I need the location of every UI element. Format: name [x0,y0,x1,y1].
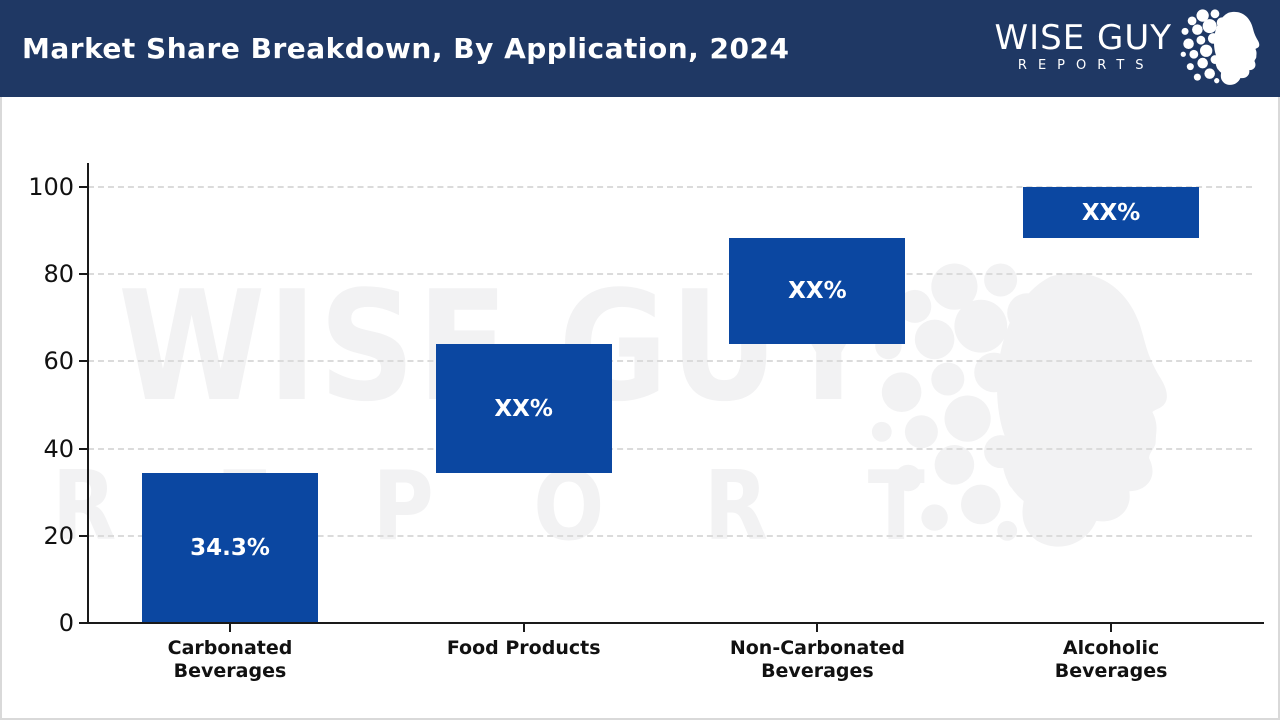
y-tick-100 [79,186,88,188]
y-tick-label-40: 40 [43,434,74,463]
category-label-line: Beverages [173,660,287,682]
category-label-carbonated-beverages: Carbonated Beverages [100,637,360,683]
category-label-food-products: Food Products [394,637,654,660]
y-tick-40 [79,447,88,450]
y-tick-0 [79,622,88,624]
y-tick-label-0: 0 [58,609,74,637]
bar-value-label-alcoholic-beverages: XX% [1081,199,1141,226]
chart-title: Market Share Breakdown, By Application, … [22,32,790,65]
gridline-20 [88,534,1252,537]
category-label-line: Beverages [1054,660,1168,682]
wiseguy-logo-main: WISE GUY [994,18,1172,58]
bar-carbonated-beverages [142,473,318,623]
wiseguy-logo-text: WISE GUY REPORTS [994,20,1172,73]
bar-value-label-food-products: XX% [494,395,553,422]
y-tick-80 [79,273,88,276]
y-axis [87,163,89,624]
x-tick-carbonated-beverages [229,623,231,632]
y-tick-label-80: 80 [43,260,74,289]
wiseguy-head-icon [1180,9,1260,85]
category-label-line: Food Products [446,637,601,659]
watermark-head-logo [871,263,1167,547]
header-bar: Market Share Breakdown, By Application, … [0,0,1280,97]
y-tick-label-60: 60 [43,347,74,376]
wiseguy-logo-sub: REPORTS [1017,58,1155,73]
y-tick-label-20: 20 [43,521,74,550]
bar-food-products [435,344,612,474]
x-tick-non-carbonated-beverages [816,623,819,632]
bar-value-label-non-carbonated-beverages: XX% [788,278,847,305]
category-label-alcoholic-beverages: Alcoholic Beverages [981,637,1241,683]
category-label-line: Beverages [761,660,874,682]
category-label-non-carbonated-beverages: Non-Carbonated Beverages [687,637,947,683]
x-axis [87,622,1264,624]
bar-non-carbonated-beverages [729,238,906,345]
x-tick-food-products [522,623,525,632]
category-label-line: Non-Carbonated [729,637,905,659]
y-tick-60 [79,360,88,363]
y-tick-label-100: 100 [28,173,74,201]
bar-value-label-carbonated-beverages: 34.3% [190,535,270,562]
bar-alcoholic-beverages [1023,187,1200,239]
category-label-line: Carbonated [167,637,293,659]
category-label-line: Alcoholic [1062,637,1160,659]
gridline-40 [88,447,1252,450]
y-tick-20 [79,534,88,537]
gridline-80 [88,273,1252,276]
x-tick-alcoholic-beverages [1110,623,1113,632]
wiseguy-logo: WISE GUY REPORTS [994,4,1270,94]
gridline-60 [88,360,1252,363]
gridline-100 [88,186,1252,188]
